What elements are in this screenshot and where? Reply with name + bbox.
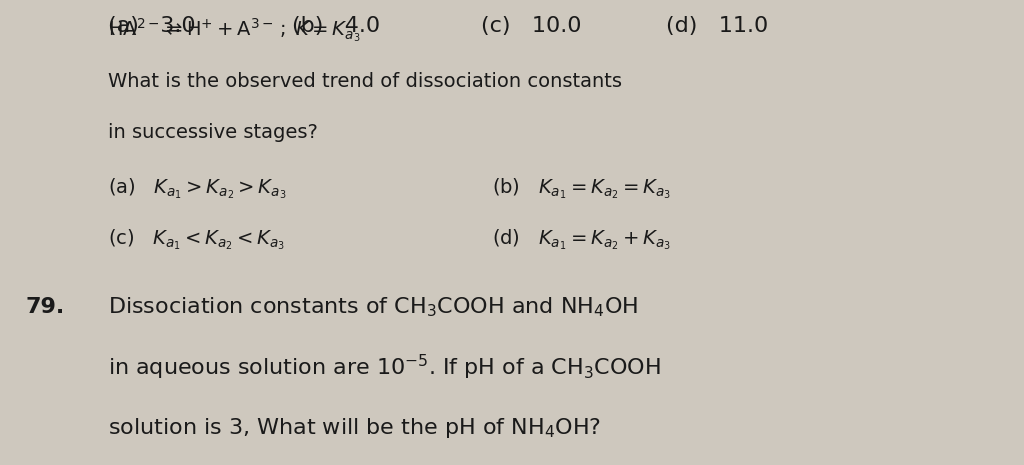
Text: (a)   3.0: (a) 3.0 — [108, 15, 196, 36]
Text: in aqueous solution are $10^{-5}$. If pH of a $\mathrm{CH_3COOH}$: in aqueous solution are $10^{-5}$. If pH… — [108, 353, 660, 382]
Text: (c)   $K_{a_1} < K_{a_2} < K_{a_3}$: (c) $K_{a_1} < K_{a_2} < K_{a_3}$ — [108, 227, 285, 252]
Text: (a)   $K_{a_1} > K_{a_2} > K_{a_3}$: (a) $K_{a_1} > K_{a_2} > K_{a_3}$ — [108, 176, 286, 200]
Text: What is the observed trend of dissociation constants: What is the observed trend of dissociati… — [108, 72, 622, 91]
Text: (b)   $K_{a_1} = K_{a_2} = K_{a_3}$: (b) $K_{a_1} = K_{a_2} = K_{a_3}$ — [492, 176, 671, 200]
Text: $\mathrm{HA}^{2-} \rightleftharpoons \mathrm{H}^{+} + \mathrm{A}^{3-}\,;\; K = K: $\mathrm{HA}^{2-} \rightleftharpoons \ma… — [108, 16, 360, 44]
Text: Dissociation constants of $\mathrm{CH_3COOH}$ and $\mathrm{NH_4OH}$: Dissociation constants of $\mathrm{CH_3C… — [108, 295, 638, 319]
Text: in successive stages?: in successive stages? — [108, 123, 317, 142]
Text: (b)   4.0: (b) 4.0 — [292, 15, 380, 36]
Text: solution is 3, What will be the pH of $\mathrm{NH_4OH}$?: solution is 3, What will be the pH of $\… — [108, 416, 601, 440]
Text: (d)   $K_{a_1} = K_{a_2} + K_{a_3}$: (d) $K_{a_1} = K_{a_2} + K_{a_3}$ — [492, 227, 671, 252]
Text: 79.: 79. — [26, 297, 65, 317]
Text: (c)   10.0: (c) 10.0 — [481, 15, 582, 36]
Text: (d)   11.0: (d) 11.0 — [666, 15, 768, 36]
